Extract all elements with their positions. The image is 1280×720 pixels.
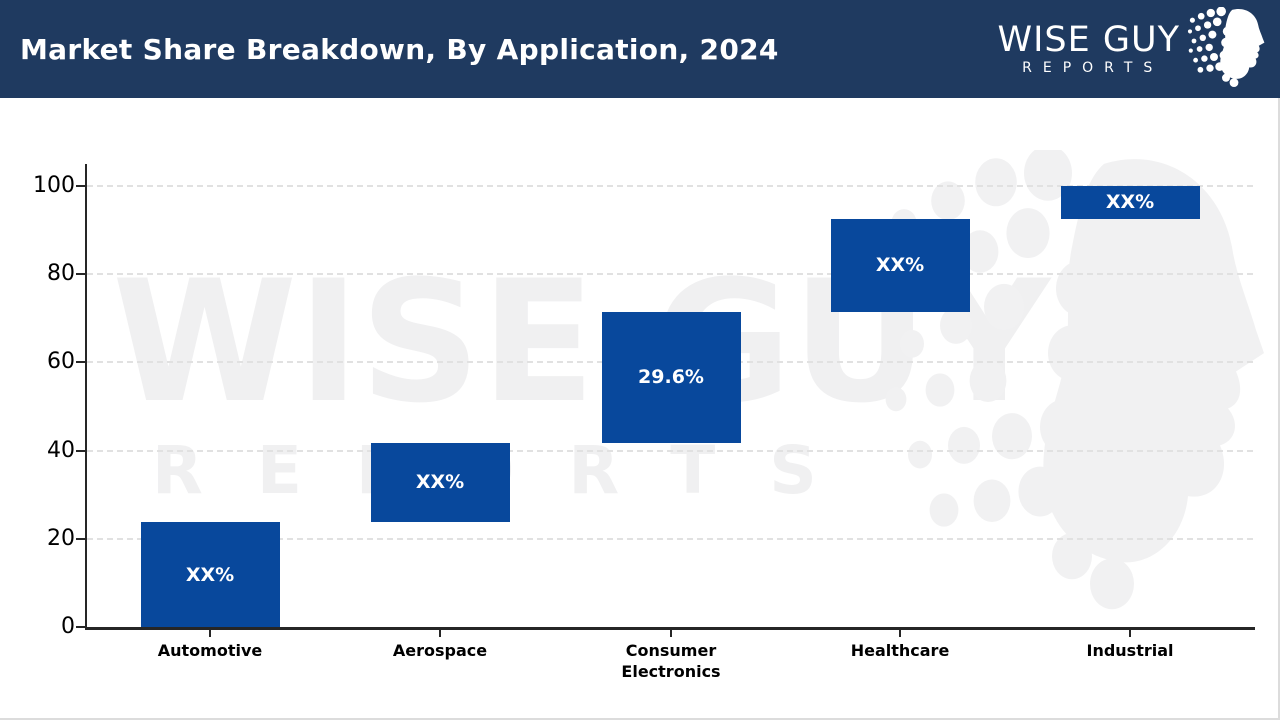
- y-axis-tick-label: 20: [47, 525, 75, 551]
- y-axis-line: [85, 164, 87, 630]
- x-axis-tick-mark: [209, 630, 211, 637]
- gridline-40: [87, 449, 1253, 452]
- bar-value-label: XX%: [185, 563, 235, 586]
- y-axis-tick-label: 80: [47, 261, 75, 287]
- y-axis-tick-label: 100: [33, 173, 75, 198]
- bar-value-label: XX%: [875, 254, 925, 277]
- x-axis-tick-mark: [1129, 630, 1131, 637]
- wiseguy-logo-text: WISE GUY REPORTS: [997, 20, 1180, 76]
- y-axis-tick-label: 60: [47, 349, 75, 375]
- y-axis-tick-label: 0: [61, 614, 75, 639]
- y-axis-tick-mark: [76, 626, 85, 628]
- y-axis-tick-label: 40: [47, 437, 75, 463]
- bar-healthcare: XX%: [830, 218, 970, 313]
- y-axis-tick-mark: [76, 273, 85, 276]
- wiseguy-logo-name: WISE GUY: [997, 20, 1180, 60]
- bar-industrial: XX%: [1060, 186, 1200, 219]
- x-axis-tick-mark: [439, 630, 441, 637]
- gridline-80: [87, 273, 1253, 276]
- x-axis-category-label-automotive: Automotive: [157, 641, 263, 660]
- x-axis-category-label-aerospace: Aerospace: [392, 641, 488, 660]
- y-axis-tick-mark: [76, 537, 85, 540]
- y-axis-tick-mark: [76, 185, 85, 187]
- y-axis-tick-mark: [76, 449, 85, 452]
- x-axis-category-label-healthcare: Healthcare: [850, 641, 950, 660]
- header-bar: Market Share Breakdown, By Application, …: [0, 0, 1280, 98]
- gridline-100: [87, 185, 1253, 187]
- bar-value-label: XX%: [415, 471, 465, 494]
- wiseguy-logo: WISE GUY REPORTS: [997, 7, 1266, 91]
- bar-value-label: 29.6%: [638, 366, 704, 389]
- wiseguy-logo-sub: REPORTS: [1022, 60, 1164, 76]
- wiseguy-logo-head-icon: [1187, 7, 1265, 87]
- x-axis-category-label-consumer-electronics: Consumer Electronics: [621, 641, 721, 681]
- page-title: Market Share Breakdown, By Application, …: [20, 32, 779, 66]
- x-axis-line: [85, 627, 1255, 630]
- x-axis-tick-mark: [670, 630, 672, 637]
- gridline-20: [87, 537, 1253, 540]
- bar-automotive: XX%: [140, 522, 280, 627]
- bar-aerospace: XX%: [370, 442, 510, 523]
- bar-value-label: XX%: [1105, 191, 1155, 214]
- y-axis-tick-mark: [76, 361, 85, 364]
- x-axis-tick-mark: [899, 630, 901, 637]
- x-axis-category-label-industrial: Industrial: [1086, 641, 1174, 660]
- bar-consumer-electronics: 29.6%: [601, 312, 741, 443]
